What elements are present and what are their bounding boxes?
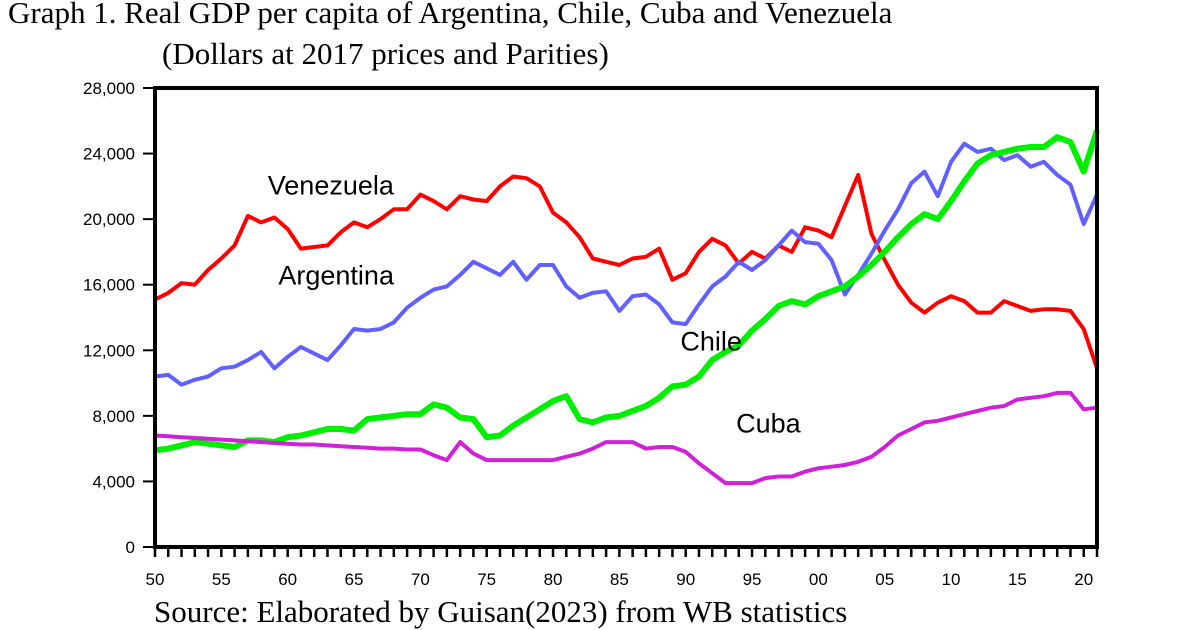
x-tick-label: 60 xyxy=(278,570,297,589)
y-tick-label: 12,000 xyxy=(83,341,135,360)
chart-source: Source: Elaborated by Guisan(2023) from … xyxy=(154,594,848,629)
y-tick-label: 24,000 xyxy=(83,145,135,164)
x-tick-label: 65 xyxy=(345,570,364,589)
series-line-chile xyxy=(154,129,1100,454)
x-tick-label: 70 xyxy=(411,570,430,589)
plot-frame xyxy=(153,86,1099,549)
y-tick-label: 20,000 xyxy=(83,210,135,229)
x-tick-label: 75 xyxy=(477,570,496,589)
x-tick-label: 55 xyxy=(212,570,231,589)
series-line-argentina xyxy=(154,141,1099,387)
x-tick-label: 90 xyxy=(676,570,695,589)
series-label-argentina: Argentina xyxy=(278,261,395,291)
y-tick-label: 28,000 xyxy=(83,79,135,98)
x-tick-label: 85 xyxy=(610,570,629,589)
y-tick-label: 8,000 xyxy=(92,407,135,426)
series-label-chile: Chile xyxy=(680,326,742,356)
x-tick-label: 20 xyxy=(1074,570,1093,589)
series-label-cuba: Cuba xyxy=(736,408,802,438)
x-tick-label: 50 xyxy=(146,570,165,589)
x-tick-label: 95 xyxy=(743,570,762,589)
chart-title-line1: Graph 1. Real GDP per capita of Argentin… xyxy=(8,0,893,30)
y-tick-label: 4,000 xyxy=(92,472,135,491)
x-tick-label: 80 xyxy=(544,570,563,589)
series-line-venezuela xyxy=(154,172,1099,369)
x-tick-label: 15 xyxy=(1008,570,1027,589)
series-line-cuba xyxy=(154,390,1098,486)
chart-title-line2: (Dollars at 2017 prices and Parities) xyxy=(162,36,609,71)
x-tick-label: 05 xyxy=(875,570,894,589)
x-tick-label: 10 xyxy=(942,570,961,589)
y-tick-label: 16,000 xyxy=(83,276,135,295)
series-label-venezuela: Venezuela xyxy=(268,171,395,201)
y-tick-label: 0 xyxy=(126,538,135,557)
x-tick-label: 00 xyxy=(809,570,828,589)
